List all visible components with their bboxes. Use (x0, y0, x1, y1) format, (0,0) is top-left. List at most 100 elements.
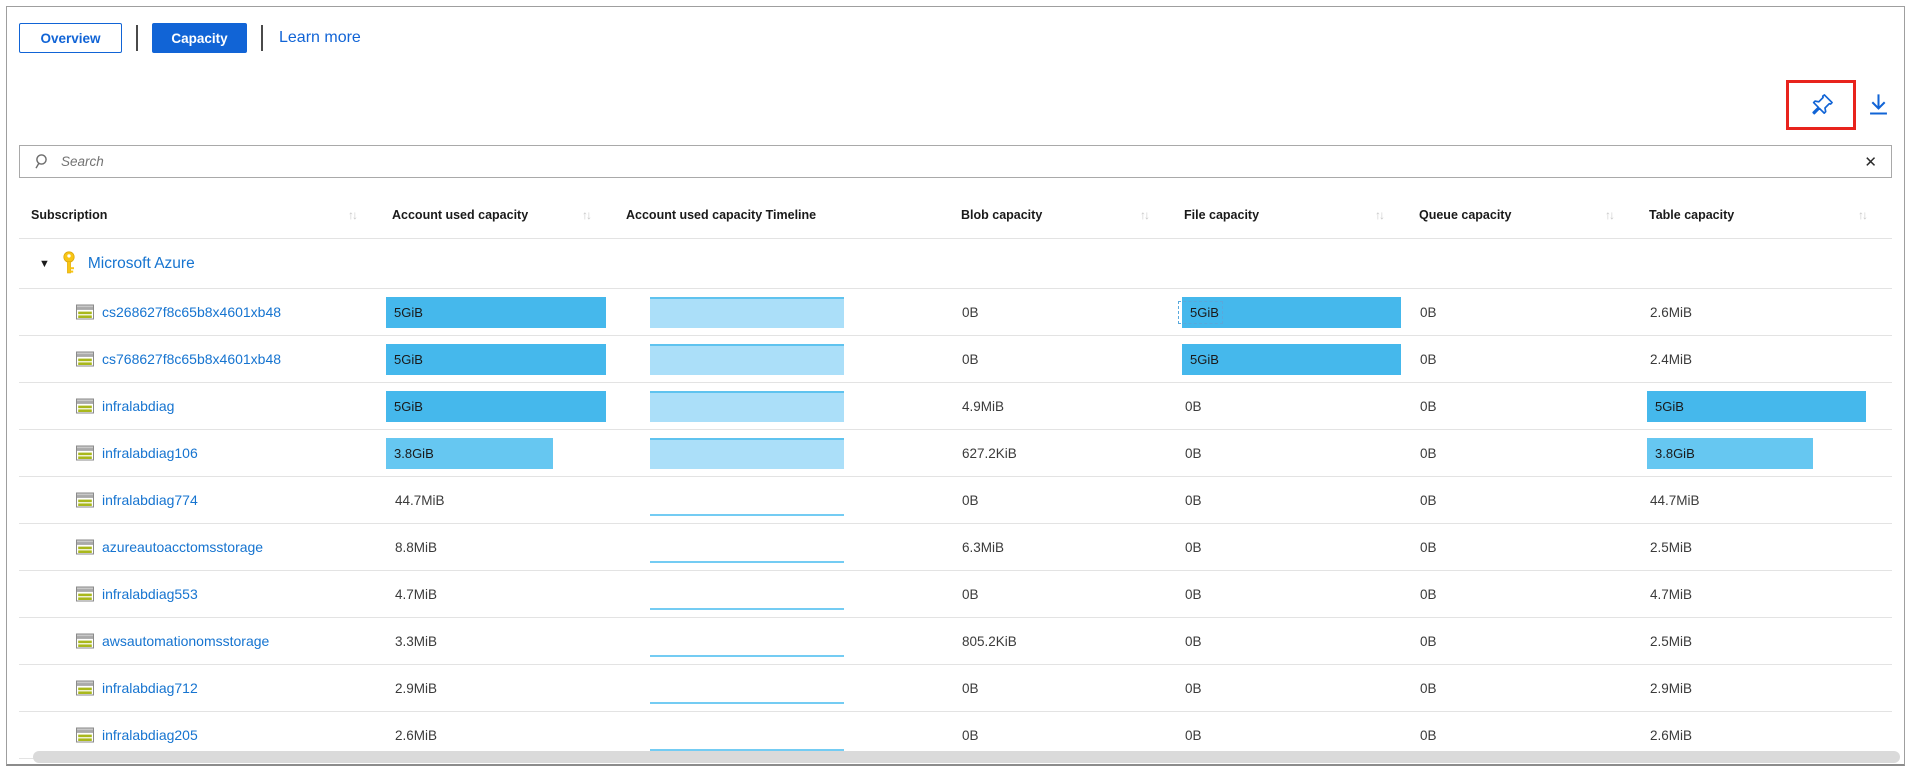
capacity-timeline-chart (650, 296, 844, 328)
capacity-value: 0B (1420, 398, 1437, 414)
capacity-value: 0B (962, 351, 979, 367)
capacity-value: 0B (1420, 492, 1437, 508)
capacity-value: 4.7MiB (395, 586, 438, 602)
capacity-timeline-chart (650, 655, 844, 657)
capacity-value: 0B (1185, 445, 1202, 461)
toolbar-divider (261, 25, 263, 51)
overview-button[interactable]: Overview (19, 23, 122, 53)
capacity-timeline-chart (650, 514, 844, 516)
capacity-bar-label: 5GiB (394, 304, 423, 320)
capacity-value: 4.7MiB (1650, 586, 1693, 602)
key-icon (61, 251, 77, 276)
column-header-label: Account used capacity Timeline (626, 208, 817, 222)
storage-account-link[interactable]: infralabdiag774 (102, 492, 198, 508)
column-header-label: Blob capacity (961, 208, 1043, 222)
storage-account-link[interactable]: awsautomationomsstorage (102, 633, 270, 649)
storage-account-icon (76, 491, 94, 509)
download-button[interactable] (1865, 91, 1892, 118)
column-header: Table capacity ↑↓ (1641, 208, 1894, 222)
capacity-value: 0B (962, 304, 979, 320)
sort-arrows-icon[interactable]: ↑↓ (1140, 208, 1150, 222)
capacity-bar-label: 5GiB (1190, 351, 1219, 367)
storage-account-link[interactable]: cs268627f8c65b8x4601xb48 (102, 304, 282, 320)
capacity-value: 0B (1420, 633, 1437, 649)
capacity-value: 0B (1420, 680, 1437, 696)
sort-arrows-icon[interactable]: ↑↓ (1605, 208, 1615, 222)
capacity-bar-label: 5GiB (394, 398, 423, 414)
storage-account-link[interactable]: infralabdiag (102, 398, 175, 414)
capacity-value: 0B (1420, 727, 1437, 743)
capacity-value: 0B (1185, 586, 1202, 602)
sort-arrows-icon[interactable]: ↑↓ (348, 208, 358, 222)
column-header: Account used capacity ↑↓ (384, 208, 618, 222)
search-icon (34, 153, 51, 170)
capacity-bar-label: 3.8GiB (1655, 445, 1695, 461)
storage-account-link[interactable]: infralabdiag553 (102, 586, 198, 602)
capacity-value: 44.7MiB (1650, 492, 1700, 508)
capacity-bar: 5GiB (1647, 390, 1866, 422)
storage-account-link[interactable]: cs768627f8c65b8x4601xb48 (102, 351, 282, 367)
capacity-button[interactable]: Capacity (152, 23, 247, 53)
table-row: infralabdiag774 44.7MiB 0B 0B 0B 44.7MiB (19, 477, 1892, 524)
sort-arrows-icon[interactable]: ↑↓ (582, 208, 592, 222)
subscription-cell: infralabdiag712 (19, 679, 384, 697)
capacity-value: 8.8MiB (395, 539, 438, 555)
capacity-value: 2.5MiB (1650, 539, 1693, 555)
learn-more-link[interactable]: Learn more (279, 29, 361, 46)
subscription-group-row[interactable]: ▼ Microsoft Azure (19, 239, 1892, 289)
capacity-value: 0B (1420, 586, 1437, 602)
capacity-value: 3.3MiB (395, 633, 438, 649)
table-row: infralabdiag 5GiB 4.9MiB 0B 0B 5GiB (19, 383, 1892, 430)
capacity-bar-label: 3.8GiB (394, 445, 434, 461)
capacity-bar-label: 5GiB (394, 351, 423, 367)
storage-account-icon (76, 303, 94, 321)
capacity-value: 0B (1185, 492, 1202, 508)
search-input[interactable] (61, 146, 1851, 177)
capacity-value: 0B (962, 586, 979, 602)
storage-account-link[interactable]: infralabdiag712 (102, 680, 198, 696)
collapse-chevron-icon[interactable]: ▼ (39, 257, 50, 270)
storage-account-icon (76, 679, 94, 697)
horizontal-scrollbar[interactable] (33, 751, 1900, 763)
storage-account-icon (76, 585, 94, 603)
storage-account-link[interactable]: azureautoacctomsstorage (102, 539, 264, 555)
capacity-bar: 5GiB (386, 343, 606, 375)
storage-account-icon (76, 350, 94, 368)
page-frame: Overview Capacity Learn more ✕ Subscript… (6, 6, 1905, 766)
storage-account-link[interactable]: infralabdiag106 (102, 445, 198, 461)
subscription-link[interactable]: Microsoft Azure (87, 254, 195, 272)
capacity-value: 0B (1185, 680, 1202, 696)
column-header: Queue capacity ↑↓ (1411, 208, 1641, 222)
capacity-value: 0B (962, 727, 979, 743)
capacity-bar: 5GiB (1182, 343, 1401, 375)
download-icon (1870, 94, 1887, 115)
capacity-value: 2.9MiB (395, 680, 438, 696)
subscription-cell: infralabdiag106 (19, 444, 384, 462)
capacity-timeline-chart (650, 561, 844, 563)
column-header-label: File capacity (1184, 208, 1260, 222)
capacity-bar: 3.8GiB (386, 437, 553, 469)
sort-arrows-icon[interactable]: ↑↓ (1858, 208, 1868, 222)
subscription-cell: infralabdiag (19, 397, 384, 415)
capacity-value: 0B (1420, 539, 1437, 555)
capacity-value: 0B (962, 680, 979, 696)
capacity-value: 4.9MiB (962, 398, 1005, 414)
pin-button[interactable] (1808, 92, 1835, 119)
capacity-value: 0B (1185, 727, 1202, 743)
column-header: Blob capacity ↑↓ (953, 208, 1176, 222)
table-row: infralabdiag712 2.9MiB 0B 0B 0B 2.9MiB (19, 665, 1892, 712)
sort-arrows-icon[interactable]: ↑↓ (1375, 208, 1385, 222)
table-row: cs768627f8c65b8x4601xb48 5GiB 0B 5GiB 0B 2.4M… (19, 336, 1892, 383)
capacity-value: 805.2KiB (962, 633, 1017, 649)
capacity-timeline-chart (650, 608, 844, 610)
pin-icon (1811, 93, 1833, 114)
clear-search-icon[interactable]: ✕ (1864, 153, 1877, 171)
table-row: cs268627f8c65b8x4601xb48 5GiB 0B 5GiB 0B 2.6M… (19, 289, 1892, 336)
table-row: infralabdiag553 4.7MiB 0B 0B 0B 4.7MiB (19, 571, 1892, 618)
storage-account-link[interactable]: infralabdiag205 (102, 727, 198, 743)
capacity-bar-label: 5GiB (1655, 398, 1684, 414)
capacity-bar-label: 5GiB (1178, 300, 1223, 324)
table-row: awsautomationomsstorage 3.3MiB 805.2KiB 0B 0… (19, 618, 1892, 665)
storage-account-icon (76, 538, 94, 556)
subscription-cell: infralabdiag774 (19, 491, 384, 509)
